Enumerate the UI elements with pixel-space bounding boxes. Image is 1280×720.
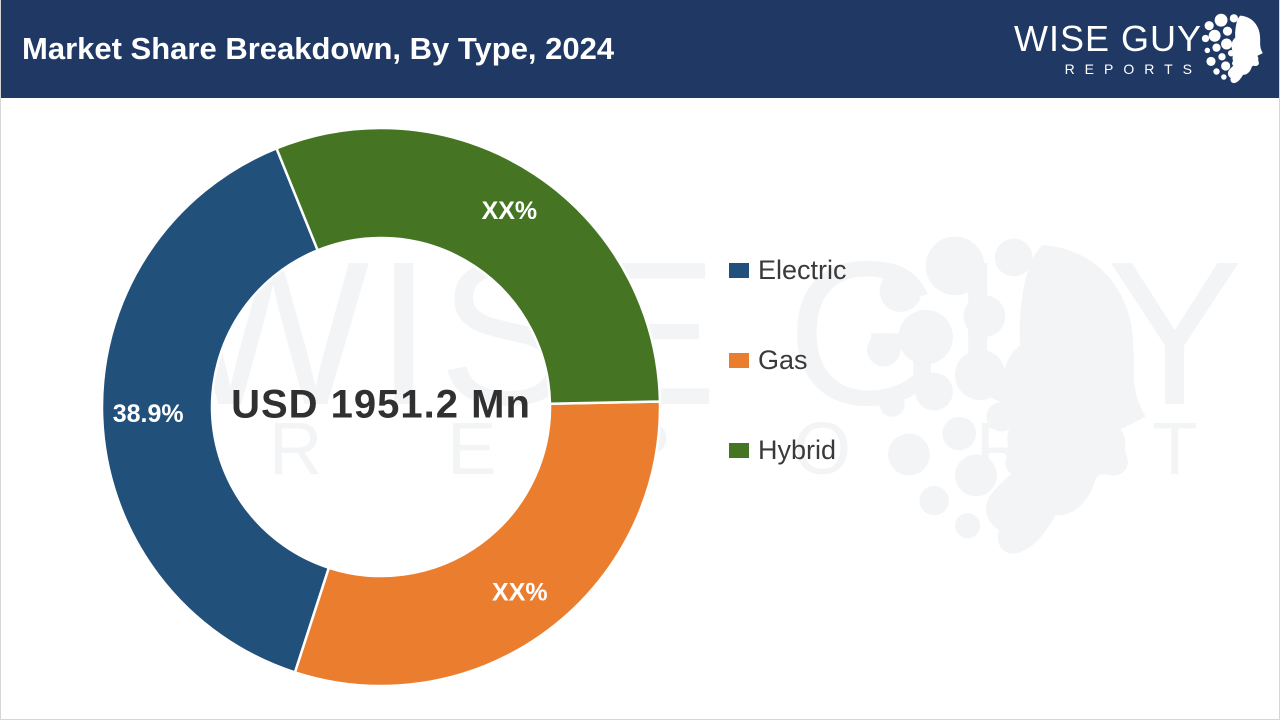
slice-label-hybrid: XX% — [482, 197, 538, 225]
legend-swatch-hybrid — [729, 442, 749, 458]
watermark-face-icon — [857, 224, 1162, 576]
chart-legend: Electric Gas Hybrid — [729, 255, 847, 525]
legend-label-gas: Gas — [758, 345, 808, 375]
slice-label-gas: XX% — [492, 579, 548, 607]
brand-subtitle: REPORTS — [1064, 61, 1202, 77]
slice-label-electric: 38.9% — [113, 400, 184, 428]
legend-swatch-gas — [729, 352, 749, 368]
legend-item-electric: Electric — [729, 255, 847, 285]
donut-slice-gas — [293, 400, 662, 688]
donut-chart-svg: 38.9% XX% XX% USD 1951.2 Mn — [100, 126, 662, 688]
chart-area: WISE GUY R E P O R T S 38.9%XX%XX%USD 19… — [1, 98, 1279, 718]
legend-swatch-electric — [729, 262, 749, 278]
brand-logo: WISE GUY REPORTS — [1014, 11, 1266, 88]
donut-center-value: USD 1951.2 Mn — [231, 383, 531, 427]
legend-label-hybrid: Hybrid — [758, 435, 837, 465]
donut-chart: 38.9% XX% XX% USD 1951.2 Mn — [100, 126, 662, 688]
page-title: Market Share Breakdown, By Type, 2024 — [22, 31, 615, 66]
brand-name: WISE GUY — [1013, 18, 1202, 59]
legend-label-electric: Electric — [758, 255, 847, 285]
donut-slice-electric — [100, 147, 331, 674]
legend-item-hybrid: Hybrid — [729, 435, 847, 465]
donut-slice-hybrid — [275, 126, 662, 405]
legend-item-gas: Gas — [729, 345, 847, 375]
brand-logo-text: WISE GUY REPORTS — [1013, 18, 1202, 78]
header-bar: Market Share Breakdown, By Type, 2024 WI… — [1, 0, 1279, 98]
brand-face-icon — [1200, 11, 1266, 88]
